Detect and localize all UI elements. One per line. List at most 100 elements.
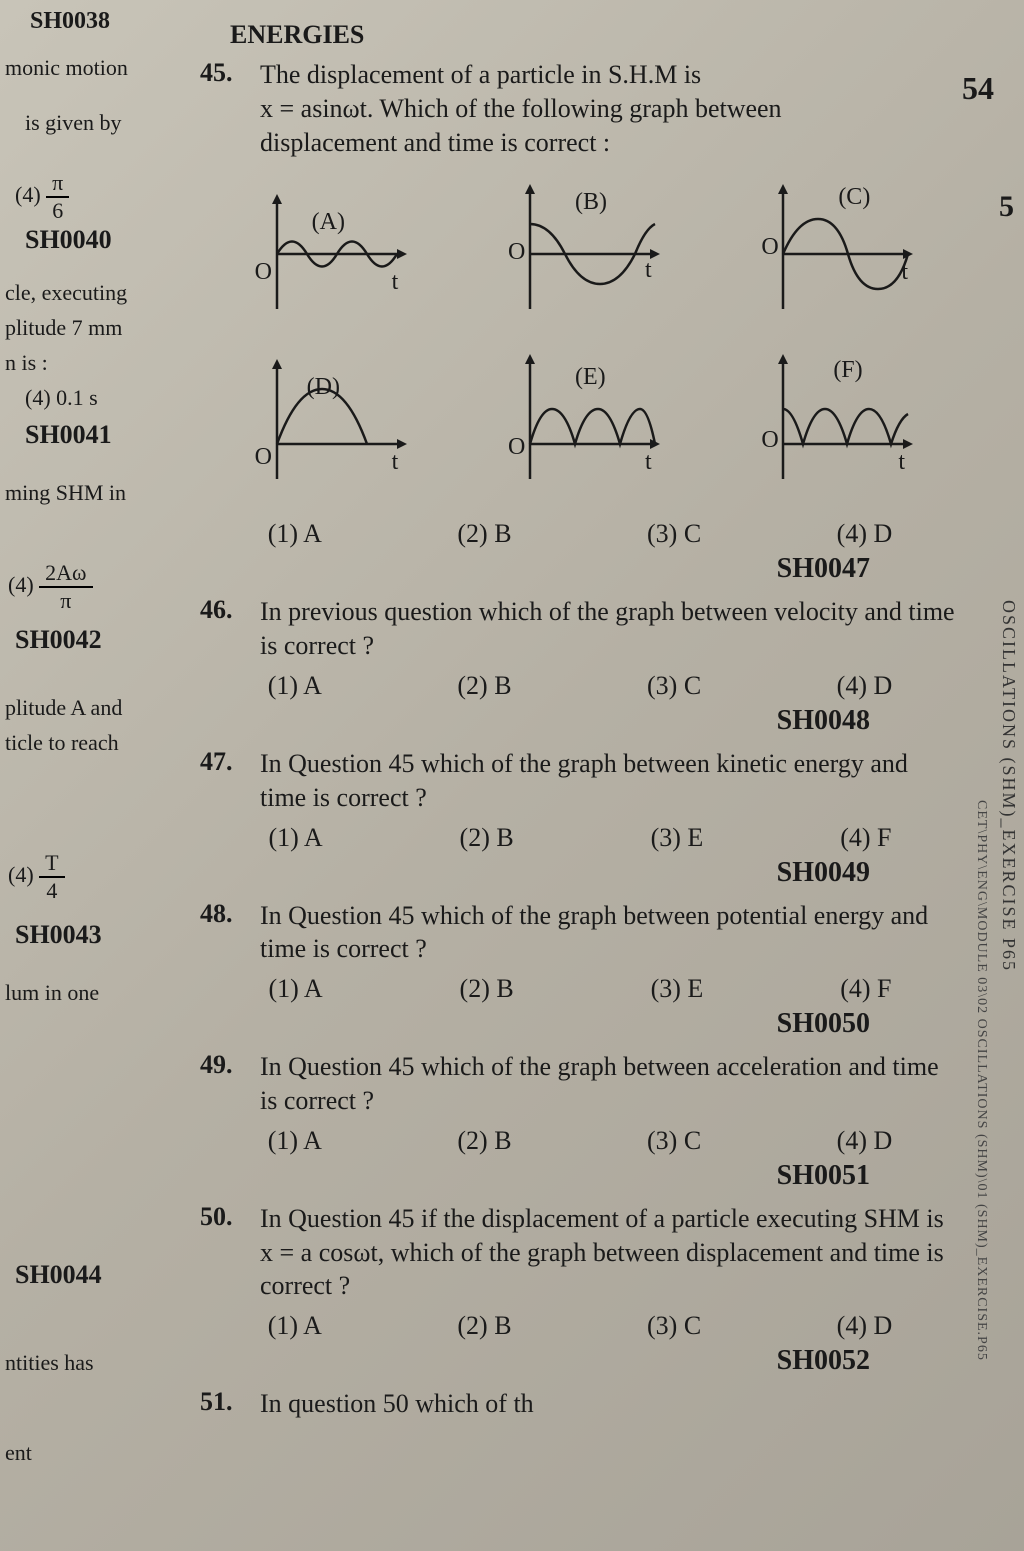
- code-sh0051: SH0051: [200, 1160, 960, 1192]
- q51-num: 51.: [200, 1387, 260, 1421]
- label-t: t: [901, 259, 908, 286]
- q46-options: (1) A (2) B (3) C (4) D: [200, 671, 960, 701]
- opt-3: (3) E: [651, 974, 704, 1004]
- code-sh0048: SH0048: [200, 705, 960, 737]
- frac-pi6: π 6: [46, 170, 69, 224]
- opt-pi6: (4) π 6: [15, 170, 69, 224]
- code-sh0042: SH0042: [15, 625, 102, 655]
- label-t: t: [898, 449, 905, 476]
- graphs-row-2: (D) O t (E) O t: [200, 349, 960, 499]
- opt-1: (1) A: [268, 1126, 322, 1156]
- q45-line1: The displacement of a particle in S.H.M …: [260, 58, 782, 92]
- opt-2: (2) B: [457, 1126, 511, 1156]
- question-48: 48. In Question 45 which of the graph be…: [200, 899, 960, 1041]
- label-t: t: [645, 257, 652, 284]
- opt-1: (1) A: [268, 974, 322, 1004]
- opt-3: (3) C: [647, 671, 701, 701]
- opt-1: (1) A: [268, 1311, 322, 1341]
- q49-num: 49.: [200, 1050, 260, 1118]
- text-lum: lum in one: [5, 980, 99, 1006]
- label-t: t: [392, 449, 399, 476]
- opt-4: (4) F: [840, 974, 891, 1004]
- frac-T4: T 4: [39, 850, 64, 904]
- label-c: (C): [838, 184, 870, 211]
- text-ent: ent: [5, 1440, 32, 1466]
- question-51: 51. In question 50 which of th: [200, 1387, 960, 1421]
- opt-2: (2) B: [457, 1311, 511, 1341]
- q45-text: The displacement of a particle in S.H.M …: [260, 58, 782, 159]
- main-column: ENERGIES 45. The displacement of a parti…: [200, 0, 960, 1421]
- label-b: (B): [575, 189, 607, 216]
- page-number-2: 5: [999, 190, 1014, 224]
- side-vertical-text-2: CET\PHY\ENG\MODULE 03\02 OSCILLATIONS (S…: [973, 800, 989, 1361]
- label-o: O: [761, 427, 778, 454]
- graph-a: (A) O t: [237, 179, 417, 329]
- label-o: O: [508, 239, 525, 266]
- q47-options: (1) A (2) B (3) E (4) F: [200, 823, 960, 853]
- frac-num: 2Aω: [39, 560, 92, 588]
- q48-options: (1) A (2) B (3) E (4) F: [200, 974, 960, 1004]
- q47-text: In Question 45 which of the graph betwee…: [260, 747, 960, 815]
- opt-4: (4) D: [837, 671, 893, 701]
- opt-3: (3) C: [647, 1126, 701, 1156]
- graph-a-svg: [237, 179, 417, 329]
- graph-e: (E) O t: [490, 349, 670, 499]
- code-sh0050: SH0050: [200, 1008, 960, 1040]
- text-ticle: ticle to reach: [5, 730, 119, 756]
- q47-num: 47.: [200, 747, 260, 815]
- opt-4: (4) D: [837, 519, 893, 549]
- label-f: (F): [833, 357, 862, 384]
- frac-den: 6: [46, 198, 69, 224]
- question-46: 46. In previous question which of the gr…: [200, 595, 960, 737]
- q46-text: In previous question which of the graph …: [260, 595, 960, 663]
- frac-2aw: 2Aω π: [39, 560, 92, 614]
- frac-den: 4: [39, 878, 64, 904]
- opt-prefix: (4): [8, 572, 34, 597]
- text-ming: ming SHM in: [5, 480, 126, 506]
- side-vertical-text: OSCILLATIONS (SHM)_EXERCISE P65: [998, 600, 1019, 972]
- q45-line2: x = asinωt. Which of the following graph…: [260, 92, 782, 126]
- textbook-page: 54 5 SH0038 monic motion is given by (4)…: [0, 0, 1024, 1551]
- code-sh0041: SH0041: [25, 420, 112, 450]
- opt-1: (1) A: [268, 823, 322, 853]
- question-49: 49. In Question 45 which of the graph be…: [200, 1050, 960, 1192]
- label-o: O: [255, 259, 272, 286]
- label-t: t: [645, 449, 652, 476]
- graph-f: (F) O t: [743, 349, 923, 499]
- q50-options: (1) A (2) B (3) C (4) D: [200, 1311, 960, 1341]
- opt-4: (4) D: [837, 1311, 893, 1341]
- left-column-fragments: SH0038 monic motion is given by (4) π 6 …: [0, 0, 190, 1551]
- graphs-row-1: (A) O t (B) O t: [200, 179, 960, 329]
- q50-num: 50.: [200, 1202, 260, 1303]
- q45-options: (1) A (2) B (3) C (4) D: [200, 519, 960, 549]
- text-monic: monic motion: [5, 55, 128, 81]
- heading-energies: ENERGIES: [230, 20, 960, 50]
- q46-num: 46.: [200, 595, 260, 663]
- q45-line3: displacement and time is correct :: [260, 126, 782, 160]
- text-given: is given by: [25, 110, 122, 136]
- opt-3: (3) E: [651, 823, 704, 853]
- text-plitudeA: plitude A and: [5, 695, 122, 721]
- graph-d-svg: [237, 349, 417, 499]
- opt-T4: (4) T 4: [8, 850, 65, 904]
- label-t: t: [392, 269, 399, 296]
- text-nis: n is :: [5, 350, 48, 376]
- code-sh0038: SH0038: [30, 8, 110, 35]
- q48-text: In Question 45 which of the graph betwee…: [260, 899, 960, 967]
- opt-prefix: (4): [8, 862, 34, 887]
- q45-num: 45.: [200, 58, 260, 159]
- question-50: 50. In Question 45 if the displacement o…: [200, 1202, 960, 1377]
- opt-1: (1) A: [268, 519, 322, 549]
- frac-num: T: [39, 850, 64, 878]
- label-o: O: [255, 444, 272, 471]
- code-sh0040: SH0040: [25, 225, 112, 255]
- opt-3: (3) C: [647, 1311, 701, 1341]
- question-45: 45. The displacement of a particle in S.…: [200, 58, 960, 585]
- text-executing: cle, executing: [5, 280, 127, 306]
- opt-2: (2) B: [457, 519, 511, 549]
- frac-num: π: [46, 170, 69, 198]
- code-sh0043: SH0043: [15, 920, 102, 950]
- label-e: (E): [575, 364, 606, 391]
- question-47: 47. In Question 45 which of the graph be…: [200, 747, 960, 889]
- opt-4: (4) F: [840, 823, 891, 853]
